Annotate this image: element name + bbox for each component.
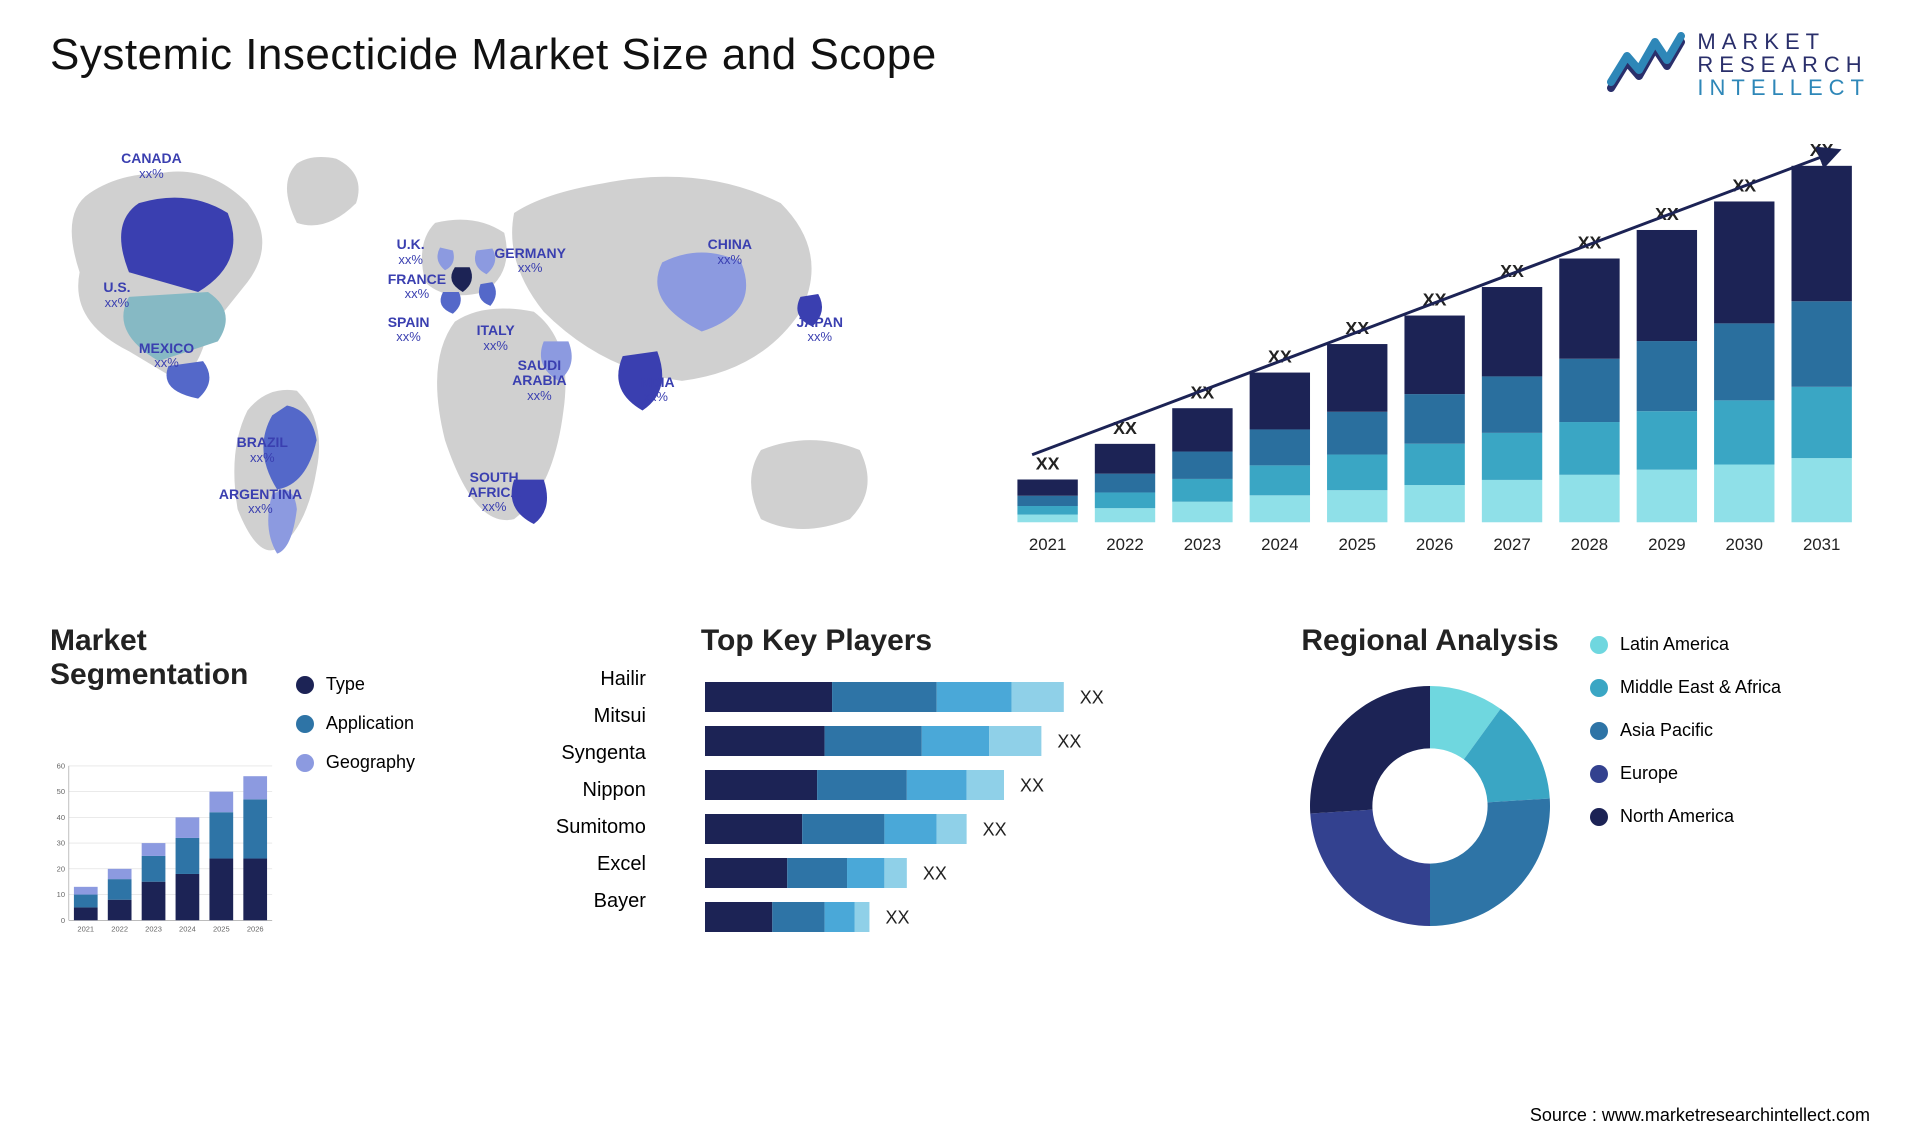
- svg-text:2030: 2030: [1725, 535, 1762, 554]
- map-country-label: CANADAxx%: [121, 151, 182, 181]
- map-country-label: U.S.xx%: [103, 280, 130, 310]
- svg-text:2029: 2029: [1648, 535, 1685, 554]
- svg-text:2024: 2024: [1261, 535, 1298, 554]
- world-map: CANADAxx% U.S.xx% MEXICOxx% BRAZILxx% ARGENT…: [50, 134, 939, 564]
- svg-text:2021: 2021: [1029, 535, 1066, 554]
- svg-text:2025: 2025: [213, 925, 230, 934]
- map-country-label: FRANCExx%: [388, 272, 446, 302]
- svg-text:2022: 2022: [111, 925, 128, 934]
- svg-text:60: 60: [57, 762, 65, 771]
- svg-text:XX: XX: [983, 820, 1007, 840]
- logo-line-2: RESEARCH: [1697, 53, 1870, 76]
- player-label: Bayer: [496, 890, 646, 913]
- page-title: Systemic Insecticide Market Size and Sco…: [50, 30, 937, 80]
- svg-text:2027: 2027: [1493, 535, 1530, 554]
- svg-text:XX: XX: [1035, 454, 1059, 474]
- player-label: Hailir: [496, 668, 646, 691]
- map-country-label: SPAINxx%: [388, 315, 430, 345]
- player-label: Excel: [496, 853, 646, 876]
- svg-text:2028: 2028: [1570, 535, 1607, 554]
- svg-text:2023: 2023: [145, 925, 162, 934]
- segmentation-bar-chart: 0 10 20 30 40 50 60 2021 2022 2023 2024 2025 2026: [50, 710, 276, 990]
- svg-text:XX: XX: [1057, 732, 1081, 752]
- legend-item: Asia Pacific: [1590, 720, 1870, 741]
- segmentation-legend: Type Application Geography: [296, 624, 476, 995]
- svg-text:0: 0: [61, 916, 65, 925]
- svg-text:XX: XX: [1020, 776, 1044, 796]
- legend-item: Geography: [296, 752, 476, 773]
- svg-text:2026: 2026: [247, 925, 264, 934]
- svg-text:XX: XX: [923, 864, 947, 884]
- legend-item: Middle East & Africa: [1590, 677, 1870, 698]
- legend-item: Application: [296, 713, 476, 734]
- segmentation-title: Market Segmentation: [50, 624, 276, 692]
- source-attribution: Source : www.marketresearchintellect.com: [1530, 1105, 1870, 1126]
- map-country-label: MEXICOxx%: [139, 341, 194, 371]
- svg-text:2021: 2021: [77, 925, 94, 934]
- map-country-label: SAUDIARABIAxx%: [512, 358, 566, 403]
- player-label: Sumitomo: [496, 816, 646, 839]
- legend-item: Europe: [1590, 763, 1870, 784]
- svg-text:2026: 2026: [1416, 535, 1453, 554]
- svg-text:10: 10: [57, 890, 65, 899]
- map-country-label: BRAZILxx%: [237, 435, 288, 465]
- svg-text:XX: XX: [885, 908, 909, 928]
- map-country-label: ITALYxx%: [477, 323, 515, 353]
- legend-item: North America: [1590, 806, 1870, 827]
- logo-line-3: INTELLECT: [1697, 76, 1870, 99]
- regional-title: Regional Analysis: [1300, 624, 1560, 658]
- map-country-label: SOUTHAFRICAxx%: [468, 470, 521, 515]
- map-country-label: INDIAxx%: [637, 375, 675, 405]
- map-country-label: GERMANYxx%: [494, 246, 566, 276]
- map-country-label: JAPANxx%: [797, 315, 843, 345]
- svg-text:2023: 2023: [1183, 535, 1220, 554]
- logo-line-1: MARKET: [1697, 30, 1870, 53]
- players-label-list: Hailir Mitsui Syngenta Nippon Sumitomo Excel B…: [496, 624, 646, 995]
- regional-donut-chart: [1300, 676, 1560, 936]
- forecast-bar-chart: XX2021XX2022XX2023XX2024XX2025XX2026XX20…: [999, 134, 1870, 564]
- map-country-label: CHINAxx%: [708, 237, 752, 267]
- players-title: Top Key Players: [701, 624, 1245, 658]
- svg-text:2024: 2024: [179, 925, 196, 934]
- player-label: Mitsui: [496, 705, 646, 728]
- svg-text:XX: XX: [1080, 688, 1104, 708]
- svg-text:2022: 2022: [1106, 535, 1143, 554]
- player-label: Nippon: [496, 779, 646, 802]
- players-bar-chart: XX XX XX XX XX XX: [701, 676, 1161, 956]
- legend-item: Type: [296, 674, 476, 695]
- regional-legend: Latin America Middle East & Africa Asia Pa…: [1590, 624, 1870, 995]
- map-country-label: ARGENTINAxx%: [219, 487, 302, 517]
- brand-logo: MARKET RESEARCH INTELLECT: [1607, 30, 1870, 99]
- svg-text:20: 20: [57, 865, 65, 874]
- legend-item: Latin America: [1590, 634, 1870, 655]
- svg-text:2031: 2031: [1803, 535, 1840, 554]
- logo-mark-icon: [1607, 32, 1685, 98]
- svg-text:30: 30: [57, 839, 65, 848]
- svg-text:2025: 2025: [1338, 535, 1375, 554]
- map-country-label: U.K.xx%: [397, 237, 425, 267]
- svg-text:50: 50: [57, 787, 65, 796]
- player-label: Syngenta: [496, 742, 646, 765]
- svg-text:40: 40: [57, 813, 65, 822]
